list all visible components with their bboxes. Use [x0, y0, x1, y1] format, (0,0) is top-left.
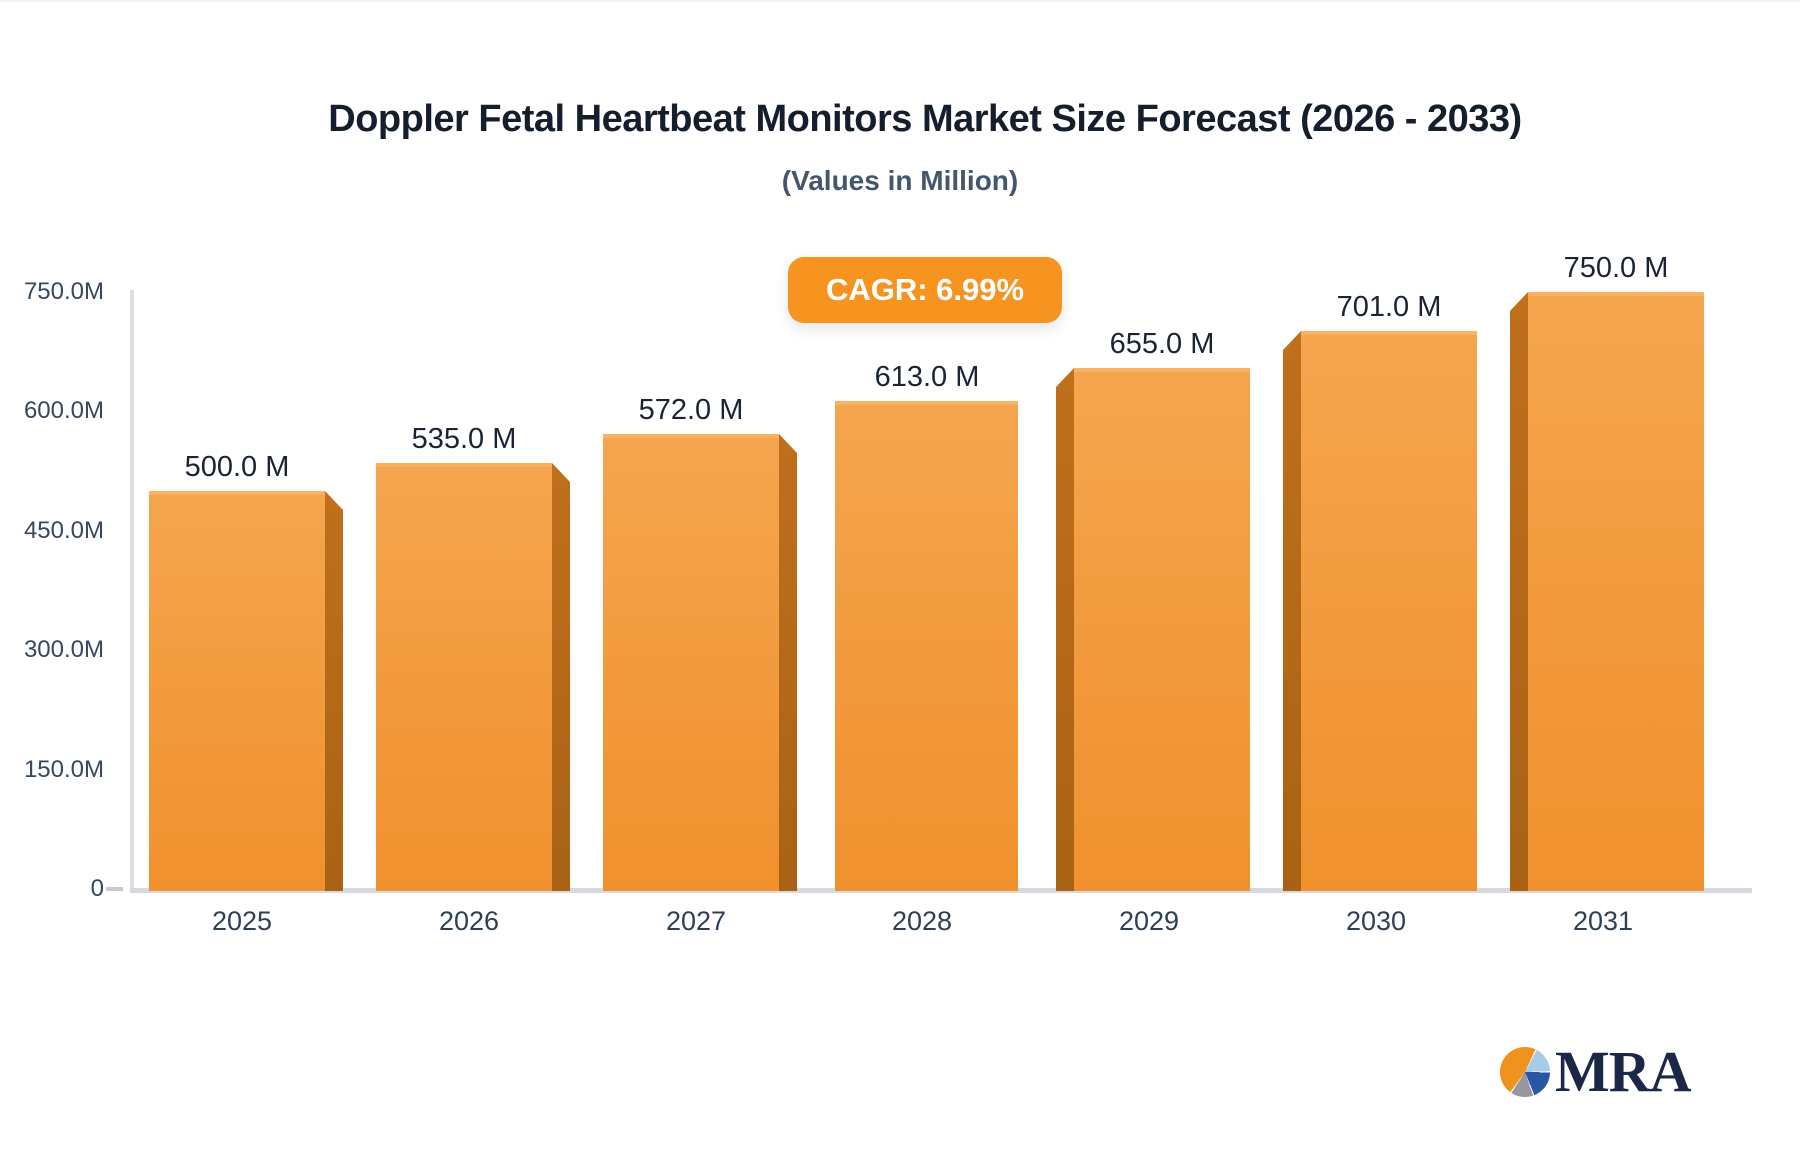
bar-face — [1301, 331, 1477, 891]
bar-face — [1528, 292, 1704, 891]
logo-text: MRA — [1555, 1039, 1692, 1104]
cagr-badge: CAGR: 6.99% — [788, 257, 1062, 323]
bar-face — [603, 434, 779, 891]
brand-logo: MRA — [1500, 1039, 1692, 1104]
bar-face — [376, 463, 552, 891]
bar-2029 — [1056, 368, 1250, 891]
chart-subtitle: (Values in Million) — [781, 165, 1019, 196]
y-axis-tick-label: 600.0M — [23, 397, 104, 425]
bar-bevel-right — [552, 463, 570, 891]
bar-value-label: 613.0 M — [874, 361, 980, 393]
bar-2026 — [376, 463, 570, 891]
pie-chart-logo-icon — [1500, 1047, 1550, 1097]
bar-face — [835, 401, 1018, 891]
bar-bevel-left — [1056, 368, 1074, 891]
bar-bevel-right — [779, 434, 797, 891]
bar-value-label: 572.0 M — [638, 394, 744, 426]
x-axis-category-label: 2029 — [1118, 906, 1180, 936]
y-axis-tick-label: 0 — [90, 875, 104, 902]
bar-bevel-right — [325, 491, 343, 891]
y-axis-tick-label: 150.0M — [23, 755, 104, 783]
x-axis-category-label: 2028 — [891, 906, 953, 936]
bar-value-label: 750.0 M — [1563, 252, 1669, 284]
bar-2025 — [149, 491, 343, 891]
chart-title: Doppler Fetal Heartbeat Monitors Market … — [328, 98, 1522, 140]
bar-2030 — [1283, 331, 1477, 891]
zero-tick-mark — [106, 887, 123, 891]
x-axis-category-label: 2030 — [1345, 906, 1407, 936]
x-axis-category-label: 2031 — [1572, 906, 1634, 936]
y-axis-tick-label: 300.0M — [23, 636, 104, 664]
bar-value-label: 655.0 M — [1109, 328, 1215, 360]
bar-2031 — [1510, 292, 1704, 891]
bar-value-label: 701.0 M — [1336, 291, 1442, 323]
x-axis-category-label: 2025 — [211, 906, 273, 936]
x-axis-category-label: 2026 — [438, 906, 500, 936]
y-axis-tick-label: 450.0M — [23, 516, 104, 544]
bar-face — [1074, 368, 1250, 891]
bar-bevel-left — [1283, 331, 1301, 891]
y-axis-line — [130, 290, 134, 893]
bar-bevel-left — [1510, 292, 1528, 891]
bar-2027 — [603, 434, 797, 891]
bar-2028 — [835, 401, 1018, 891]
bar-face — [149, 491, 325, 891]
bar-value-label: 535.0 M — [411, 423, 517, 455]
x-axis-category-label: 2027 — [665, 906, 727, 936]
y-axis-tick-label: 750.0M — [23, 278, 104, 305]
bar-value-label: 500.0 M — [184, 451, 290, 483]
